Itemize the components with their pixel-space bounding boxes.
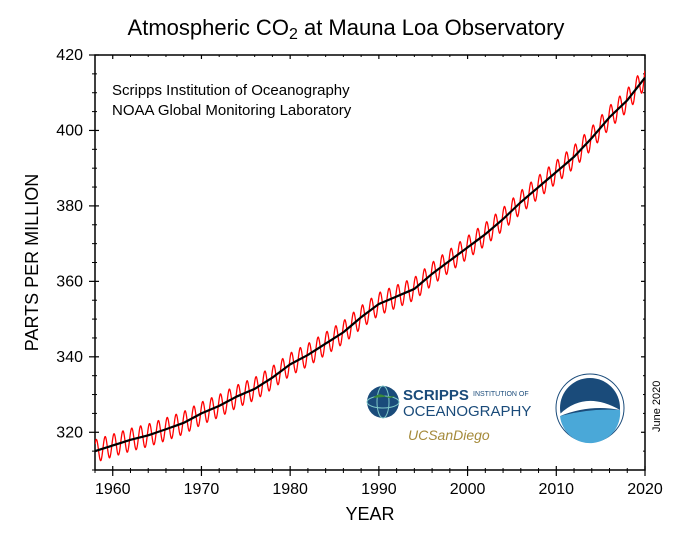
x-tick-label: 1960	[95, 481, 131, 498]
credit-line-1: Scripps Institution of Oceanography	[112, 82, 350, 99]
y-tick-label: 420	[56, 47, 83, 64]
x-tick-label: 1970	[184, 481, 220, 498]
y-tick-label: 340	[56, 349, 83, 366]
x-tick-label: 2010	[538, 481, 574, 498]
noaa-logo	[556, 374, 624, 443]
x-axis-label: YEAR	[345, 504, 394, 524]
svg-text:OCEANOGRAPHY: OCEANOGRAPHY	[403, 403, 531, 420]
svg-text:SCRIPPS: SCRIPPS	[403, 387, 469, 404]
svg-text:INSTITUTION OF: INSTITUTION OF	[473, 391, 529, 398]
y-tick-label: 400	[56, 122, 83, 139]
co2-chart: Atmospheric CO2 at Mauna Loa Observatory…	[0, 0, 692, 543]
scripps-logo: SCRIPPS INSTITUTION OF OCEANOGRAPHY	[367, 386, 531, 420]
y-axis-label: PARTS PER MILLION	[22, 174, 42, 351]
y-tick-label: 360	[56, 273, 83, 290]
ucsd-logo: UCSanDiego	[408, 427, 490, 443]
chart-title: Atmospheric CO2 at Mauna Loa Observatory	[128, 15, 565, 43]
y-tick-label: 380	[56, 198, 83, 215]
x-tick-label: 2020	[627, 481, 663, 498]
credit-line-2: NOAA Global Monitoring Laboratory	[112, 102, 352, 119]
x-tick-label: 2000	[450, 481, 486, 498]
date-label: June 2020	[651, 381, 663, 432]
x-tick-label: 1990	[361, 481, 397, 498]
y-tick-label: 320	[56, 424, 83, 441]
chart-container: Atmospheric CO2 at Mauna Loa Observatory…	[0, 0, 692, 543]
x-tick-label: 1980	[272, 481, 308, 498]
